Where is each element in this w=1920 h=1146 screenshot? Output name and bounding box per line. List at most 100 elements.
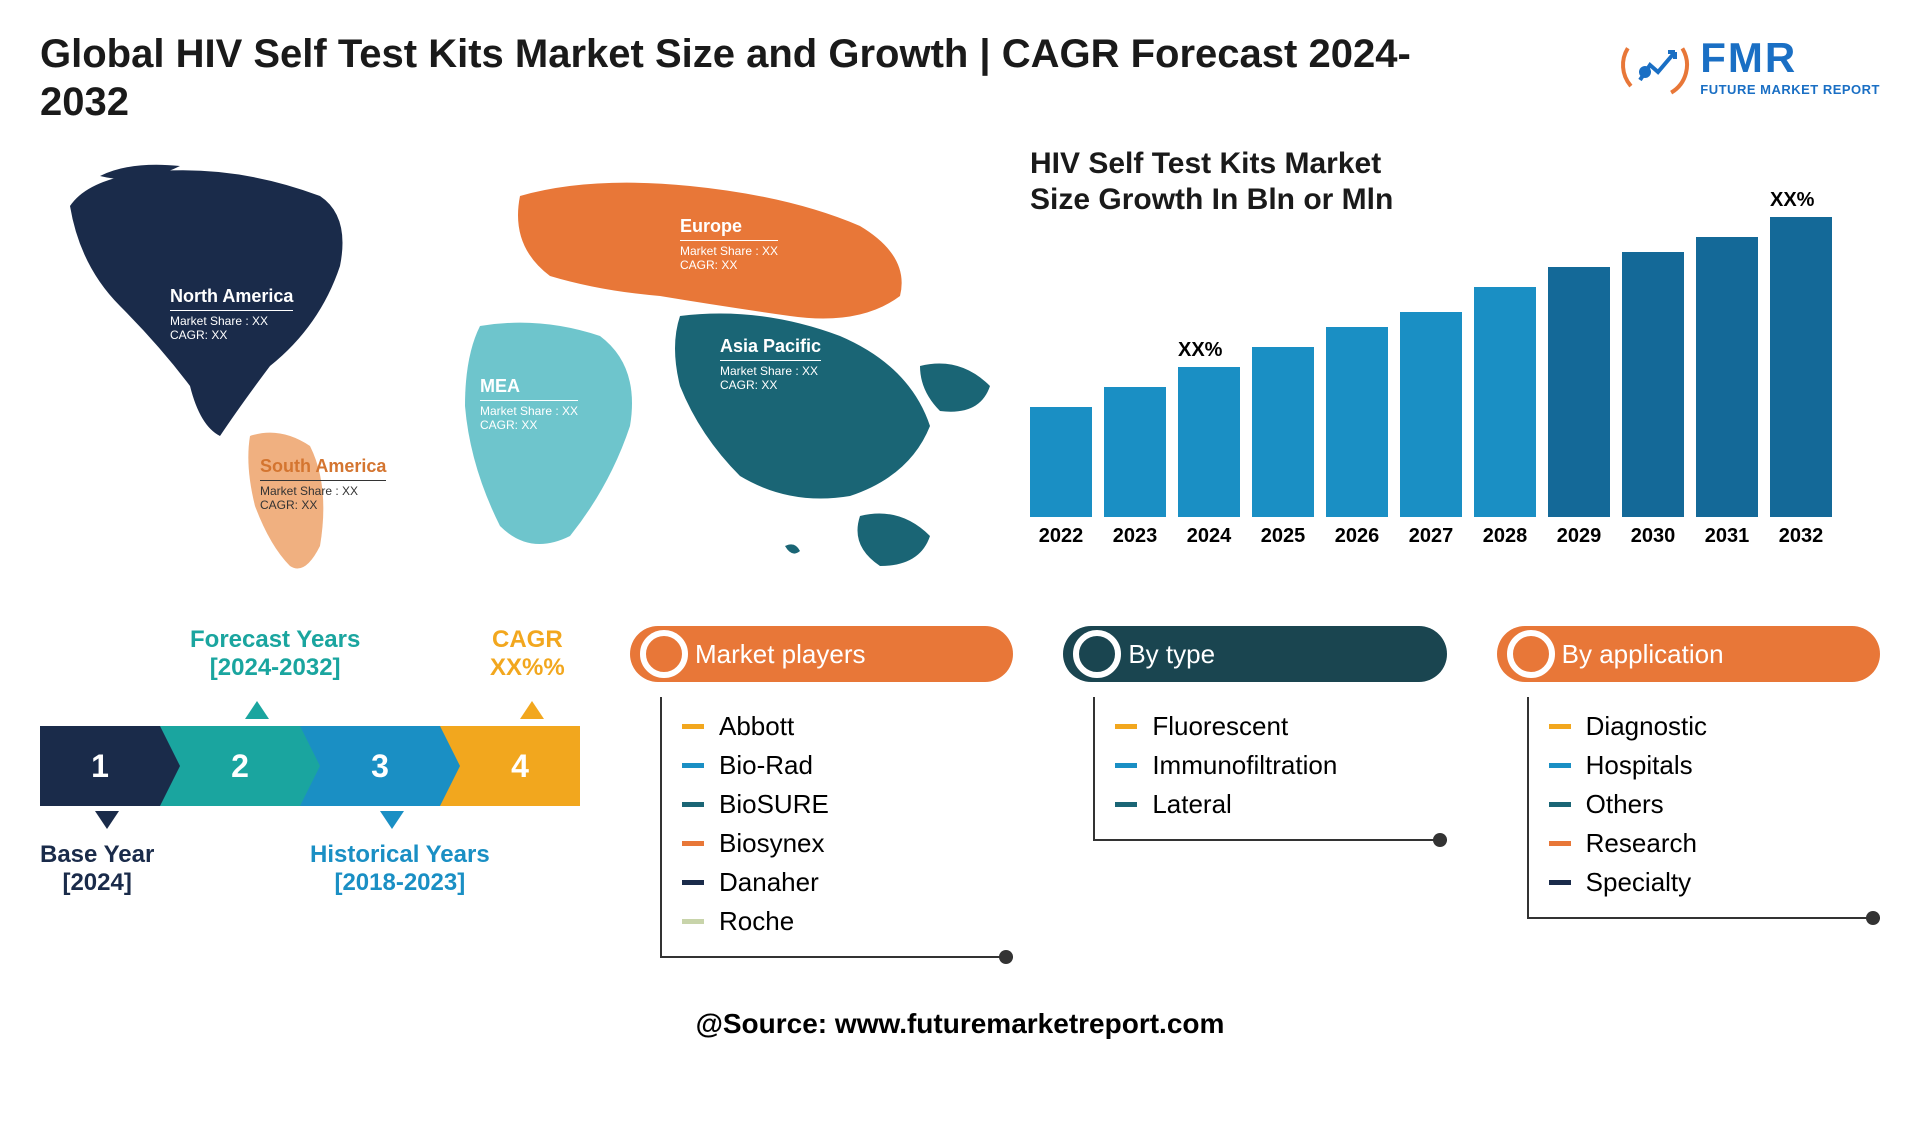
- bar-wrap: XX% 2032: [1770, 217, 1832, 548]
- bar-wrap: 2027: [1400, 312, 1462, 548]
- bar-wrap: 2026: [1326, 327, 1388, 548]
- bar: [1622, 252, 1684, 517]
- region-eu: Europe Market Share : XXCAGR: XX: [680, 216, 778, 272]
- dash-icon: [682, 841, 704, 846]
- timeline-step: 4: [440, 726, 580, 806]
- bar-wrap: 2029: [1548, 267, 1610, 548]
- timeline-step: 3: [300, 726, 440, 806]
- market-players-col: Market players Abbott Bio-Rad BioSURE Biosy…: [630, 626, 1013, 958]
- region-mea: MEA Market Share : XXCAGR: XX: [480, 376, 578, 432]
- bar-wrap: 2030: [1622, 252, 1684, 548]
- info-item-text: Others: [1586, 789, 1664, 820]
- by-type-list: Fluorescent Immunofiltration Lateral: [1093, 697, 1446, 841]
- dash-icon: [1549, 841, 1571, 846]
- pointer-up-icon: [245, 701, 269, 719]
- dash-icon: [1115, 763, 1137, 768]
- region-sa: South America Market Share : XXCAGR: XX: [260, 456, 386, 512]
- timeline-step: 2: [160, 726, 300, 806]
- chart-title: HIV Self Test Kits Market Size Growth In…: [1030, 146, 1430, 218]
- pointer-up-icon: [520, 701, 544, 719]
- dash-icon: [682, 724, 704, 729]
- dash-icon: [1115, 724, 1137, 729]
- bar-year-label: 2023: [1113, 525, 1158, 548]
- dash-icon: [682, 802, 704, 807]
- info-item: Immunofiltration: [1095, 746, 1446, 785]
- info-item-text: Specialty: [1586, 867, 1692, 898]
- info-item: Specialty: [1529, 863, 1880, 902]
- bar-year-label: 2032: [1779, 525, 1824, 548]
- info-item: Bio-Rad: [662, 746, 1013, 785]
- dash-icon: [682, 919, 704, 924]
- bar-annotation: XX%: [1178, 339, 1222, 362]
- bar-year-label: 2027: [1409, 525, 1454, 548]
- bar-chart-section: HIV Self Test Kits Market Size Growth In…: [1030, 146, 1880, 586]
- dash-icon: [1549, 763, 1571, 768]
- bar-year-label: 2025: [1261, 525, 1306, 548]
- info-item-text: Research: [1586, 828, 1697, 859]
- info-item: Roche: [662, 902, 1013, 941]
- bar-annotation: XX%: [1770, 189, 1814, 212]
- bar-wrap: 2022: [1030, 407, 1092, 548]
- by-type-header: By type: [1063, 626, 1446, 682]
- info-item-text: BioSURE: [719, 789, 829, 820]
- dash-icon: [682, 880, 704, 885]
- dash-icon: [682, 763, 704, 768]
- info-item: Abbott: [662, 707, 1013, 746]
- logo-icon: [1620, 30, 1690, 100]
- bar-year-label: 2031: [1705, 525, 1750, 548]
- page-title: Global HIV Self Test Kits Market Size an…: [40, 30, 1440, 126]
- info-item-text: Biosynex: [719, 828, 825, 859]
- dash-icon: [1549, 802, 1571, 807]
- bar-year-label: 2028: [1483, 525, 1528, 548]
- by-application-header: By application: [1497, 626, 1880, 682]
- bar: [1696, 237, 1758, 517]
- dash-icon: [1549, 724, 1571, 729]
- info-item-text: Bio-Rad: [719, 750, 813, 781]
- market-players-header: Market players: [630, 626, 1013, 682]
- market-players-list: Abbott Bio-Rad BioSURE Biosynex DanaherRoche: [660, 697, 1013, 958]
- world-map: North America Market Share : XXCAGR: XX …: [40, 146, 1000, 586]
- info-item-text: Diagnostic: [1586, 711, 1707, 742]
- bar-wrap: XX% 2024: [1178, 367, 1240, 548]
- bar: [1104, 387, 1166, 517]
- info-item: Fluorescent: [1095, 707, 1446, 746]
- info-item: Biosynex: [662, 824, 1013, 863]
- timeline: Forecast Years[2024-2032] CAGRXX%% 1234 …: [40, 626, 600, 958]
- pointer-down-icon: [380, 811, 404, 829]
- info-item-text: Fluorescent: [1152, 711, 1288, 742]
- bar: [1400, 312, 1462, 517]
- bar-year-label: 2030: [1631, 525, 1676, 548]
- bar: XX%: [1770, 217, 1832, 517]
- info-item: Danaher: [662, 863, 1013, 902]
- info-item-text: Immunofiltration: [1152, 750, 1337, 781]
- dash-icon: [1549, 880, 1571, 885]
- bar-chart: 2022 2023 XX% 2024 2025 2026 2027 2028 2029 2030 2…: [1030, 228, 1880, 548]
- bar-year-label: 2026: [1335, 525, 1380, 548]
- bar-year-label: 2022: [1039, 525, 1084, 548]
- region-ap: Asia Pacific Market Share : XXCAGR: XX: [720, 336, 821, 392]
- info-item-text: Abbott: [719, 711, 794, 742]
- timeline-step: 1: [40, 726, 160, 806]
- bar: [1252, 347, 1314, 517]
- info-item: Research: [1529, 824, 1880, 863]
- bar: [1326, 327, 1388, 517]
- bar-wrap: 2025: [1252, 347, 1314, 548]
- bar-year-label: 2024: [1187, 525, 1232, 548]
- by-application-col: By application DiagnosticHospitalsOthers…: [1497, 626, 1880, 958]
- bar: XX%: [1178, 367, 1240, 517]
- info-item: BioSURE: [662, 785, 1013, 824]
- dash-icon: [1115, 802, 1137, 807]
- bar-wrap: 2028: [1474, 287, 1536, 548]
- info-item-text: Lateral: [1152, 789, 1232, 820]
- bar: [1548, 267, 1610, 517]
- base-label: Base Year[2024]: [40, 841, 154, 897]
- logo-fmr: FMR: [1700, 34, 1880, 82]
- forecast-label: Forecast Years[2024-2032]: [190, 626, 360, 682]
- historical-label: Historical Years[2018-2023]: [310, 841, 490, 897]
- bar-wrap: 2023: [1104, 387, 1166, 548]
- info-item: Lateral: [1095, 785, 1446, 824]
- pointer-down-icon: [95, 811, 119, 829]
- info-item: Diagnostic: [1529, 707, 1880, 746]
- by-application-list: DiagnosticHospitalsOthersResearchSpecial…: [1527, 697, 1880, 919]
- bar-wrap: 2031: [1696, 237, 1758, 548]
